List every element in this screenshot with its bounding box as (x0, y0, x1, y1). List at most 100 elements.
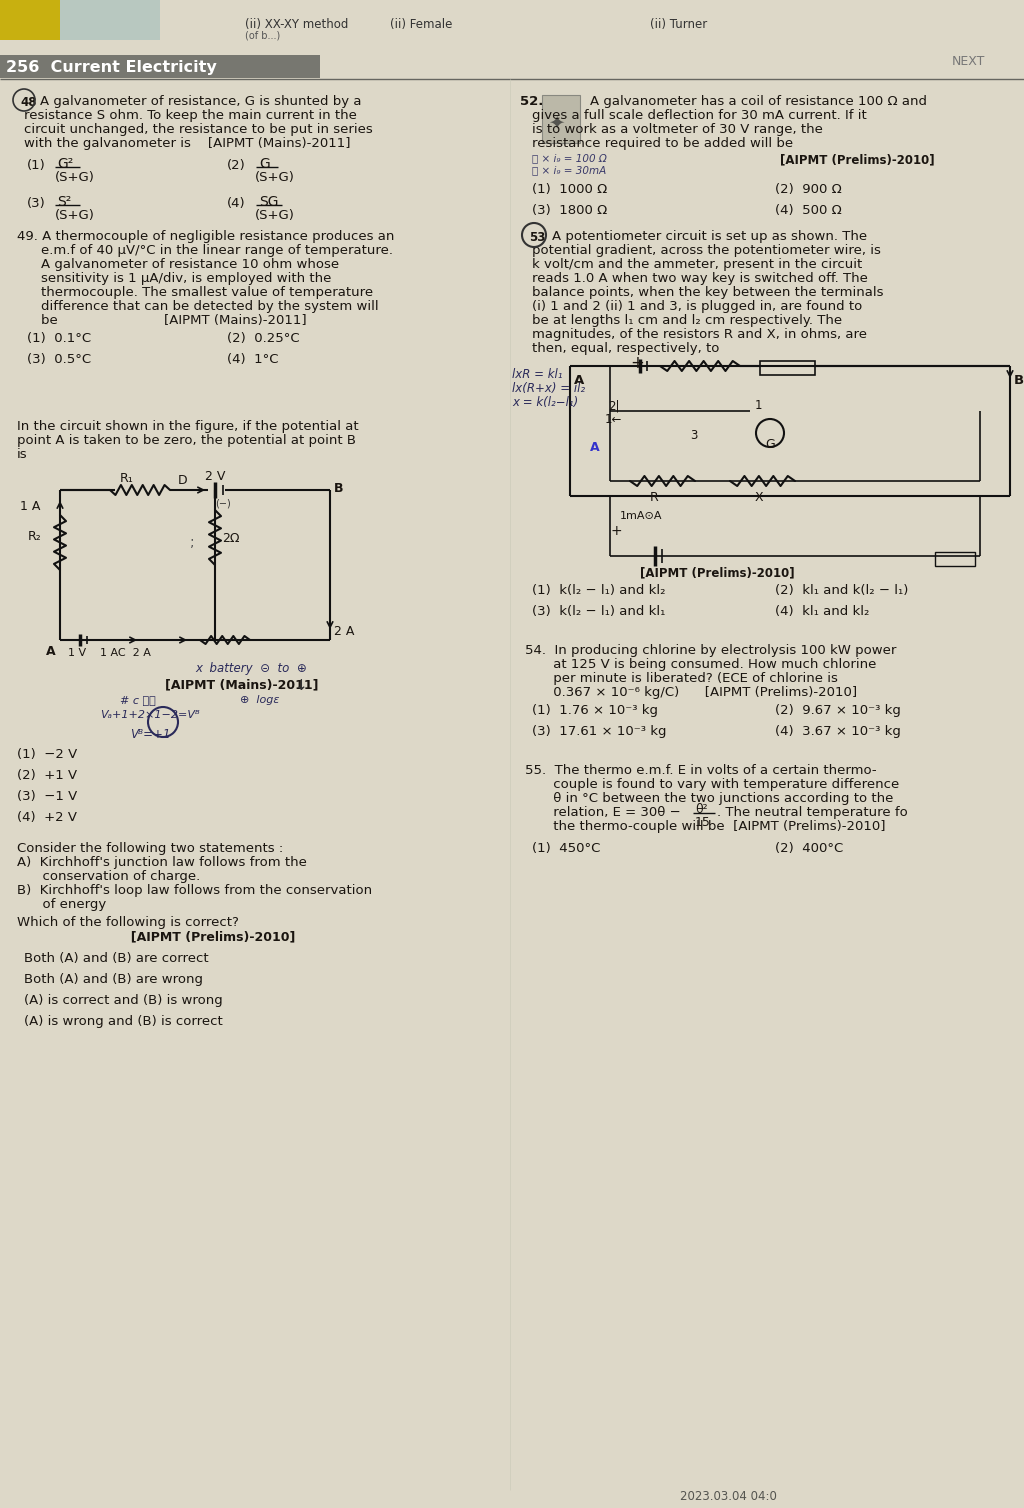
Text: 1 AC  2 A: 1 AC 2 A (100, 648, 151, 657)
Text: 52.: 52. (520, 95, 544, 109)
Text: 48: 48 (20, 97, 37, 109)
Text: (2)  kl₁ and k(l₂ − l₁): (2) kl₁ and k(l₂ − l₁) (775, 584, 908, 597)
Text: X: X (755, 492, 764, 504)
Text: balance points, when the key between the terminals: balance points, when the key between the… (532, 287, 884, 299)
Text: (A) is correct and (B) is wrong: (A) is correct and (B) is wrong (24, 994, 223, 1007)
Text: 15: 15 (695, 816, 711, 829)
Text: with the galvanometer is    [AIPMT (Mains)-2011]: with the galvanometer is [AIPMT (Mains)-… (24, 137, 350, 149)
Bar (0, 0, 60, 41)
Text: 1←: 1← (605, 413, 623, 425)
Text: B)  Kirchhoff's loop law follows from the conservation: B) Kirchhoff's loop law follows from the… (17, 884, 372, 897)
Text: 2 V: 2 V (205, 470, 225, 483)
Text: (of b...): (of b...) (245, 30, 281, 41)
Text: (S+G): (S+G) (55, 210, 95, 222)
Text: ↓: ↓ (295, 679, 308, 694)
Text: (4)  1°C: (4) 1°C (227, 353, 279, 366)
Text: (3)  17.61 × 10⁻³ kg: (3) 17.61 × 10⁻³ kg (532, 725, 667, 737)
Text: difference that can be detected by the system will: difference that can be detected by the s… (24, 300, 379, 314)
Text: the thermo-couple will be  [AIPMT (Prelims)-2010]: the thermo-couple will be [AIPMT (Prelim… (532, 820, 886, 832)
Text: A: A (590, 440, 600, 454)
Text: [AIPMT (Prelims)-2010]: [AIPMT (Prelims)-2010] (780, 152, 935, 166)
Text: (A) is wrong and (B) is correct: (A) is wrong and (B) is correct (24, 1015, 223, 1028)
Text: (−): (−) (215, 498, 230, 508)
Text: point A is taken to be zero, the potential at point B: point A is taken to be zero, the potenti… (17, 434, 356, 446)
Text: per minute is liberated? (ECE of chlorine is: per minute is liberated? (ECE of chlorin… (532, 673, 838, 685)
Text: then, equal, respectively, to: then, equal, respectively, to (532, 342, 720, 354)
Text: (S+G): (S+G) (55, 170, 95, 184)
Text: [AIPMT (Mains)-2011]: [AIPMT (Mains)-2011] (165, 679, 318, 691)
Text: reads 1.0 A when two way key is switched off. The: reads 1.0 A when two way key is switched… (532, 271, 868, 285)
Text: (3): (3) (27, 198, 46, 210)
Text: (4)  3.67 × 10⁻³ kg: (4) 3.67 × 10⁻³ kg (775, 725, 901, 737)
Bar (542, 95, 580, 143)
Text: k volt/cm and the ammeter, present in the circuit: k volt/cm and the ammeter, present in th… (532, 258, 862, 271)
Text: S²: S² (57, 195, 72, 210)
Text: +: + (610, 523, 622, 538)
Text: magnitudes, of the resistors R and X, in ohms, are: magnitudes, of the resistors R and X, in… (532, 329, 867, 341)
Text: is: is (17, 448, 28, 461)
Text: (ii) Female: (ii) Female (390, 18, 453, 32)
Text: circuit unchanged, the resistance to be put in series: circuit unchanged, the resistance to be … (24, 124, 373, 136)
Text: (4)  500 Ω: (4) 500 Ω (775, 204, 842, 217)
Text: Consider the following two statements :: Consider the following two statements : (17, 841, 284, 855)
Text: θ in °C between the two junctions according to the: θ in °C between the two junctions accord… (532, 792, 893, 805)
Text: (3)  1800 Ω: (3) 1800 Ω (532, 204, 607, 217)
Text: (3)  0.5°C: (3) 0.5°C (27, 353, 91, 366)
Text: (2): (2) (227, 158, 246, 172)
Text: (1)  450°C: (1) 450°C (532, 841, 600, 855)
Text: of energy: of energy (17, 897, 106, 911)
Text: 0.367 × 10⁻⁶ kg/C)      [AIPMT (Prelims)-2010]: 0.367 × 10⁻⁶ kg/C) [AIPMT (Prelims)-2010… (532, 686, 857, 700)
Text: 55.  The thermo e.m.f. E in volts of a certain thermo-: 55. The thermo e.m.f. E in volts of a ce… (525, 765, 877, 777)
Text: gives a full scale deflection for 30 mA current. If it: gives a full scale deflection for 30 mA … (532, 109, 866, 122)
Text: (1): (1) (27, 158, 46, 172)
Text: 3: 3 (690, 428, 697, 442)
Text: be                         [AIPMT (Mains)-2011]: be [AIPMT (Mains)-2011] (24, 314, 306, 327)
Text: R: R (650, 492, 658, 504)
Text: 49. A thermocouple of negligible resistance produces an: 49. A thermocouple of negligible resista… (17, 231, 394, 243)
Text: A potentiometer circuit is set up as shown. The: A potentiometer circuit is set up as sho… (552, 231, 867, 243)
Text: R₂: R₂ (28, 529, 42, 543)
Text: ;: ; (190, 535, 195, 549)
Text: ⓪ × i₉ = 100 Ω: ⓪ × i₉ = 100 Ω (532, 152, 607, 163)
Text: (2)  +1 V: (2) +1 V (17, 769, 77, 783)
Text: Vᴮ=+1: Vᴮ=+1 (130, 728, 170, 740)
Text: [AIPMT (Prelims)-2010]: [AIPMT (Prelims)-2010] (17, 930, 295, 942)
Text: G: G (765, 437, 775, 451)
Text: at 125 V is being consumed. How much chlorine: at 125 V is being consumed. How much chl… (532, 657, 877, 671)
Text: R₁: R₁ (120, 472, 134, 486)
Text: (2)  9.67 × 10⁻³ kg: (2) 9.67 × 10⁻³ kg (775, 704, 901, 716)
Text: sensitivity is 1 μA/div, is employed with the: sensitivity is 1 μA/div, is employed wit… (24, 271, 332, 285)
Text: B: B (334, 483, 343, 495)
Text: 2Ω: 2Ω (222, 532, 240, 544)
Text: A: A (574, 374, 585, 388)
Text: relation, E = 30θ −: relation, E = 30θ − (532, 805, 681, 819)
Text: be at lengths l₁ cm and l₂ cm respectively. The: be at lengths l₁ cm and l₂ cm respective… (532, 314, 842, 327)
Text: 256  Current Electricity: 256 Current Electricity (6, 60, 217, 75)
Text: (4)  kl₁ and kl₂: (4) kl₁ and kl₂ (775, 605, 869, 618)
Text: A galvanometer of resistance, G is shunted by a: A galvanometer of resistance, G is shunt… (40, 95, 361, 109)
Text: 2|: 2| (608, 400, 620, 412)
Text: (S+G): (S+G) (255, 170, 295, 184)
Bar (60, 0, 160, 41)
Text: D: D (178, 474, 187, 487)
Bar (0, 54, 319, 78)
Text: (2)  900 Ω: (2) 900 Ω (775, 182, 842, 196)
Text: (i) 1 and 2 (ii) 1 and 3, is plugged in, are found to: (i) 1 and 2 (ii) 1 and 3, is plugged in,… (532, 300, 862, 314)
Text: (1)  k(l₂ − l₁) and kl₂: (1) k(l₂ − l₁) and kl₂ (532, 584, 666, 597)
Text: (1)  0.1°C: (1) 0.1°C (27, 332, 91, 345)
Bar (760, 360, 815, 375)
Text: resistance required to be added will be: resistance required to be added will be (532, 137, 794, 149)
Text: G: G (259, 157, 269, 170)
Text: A)  Kirchhoff's junction law follows from the: A) Kirchhoff's junction law follows from… (17, 857, 307, 869)
Text: (S+G): (S+G) (255, 210, 295, 222)
Text: (ii) XX-XY method: (ii) XX-XY method (245, 18, 348, 32)
Text: +: + (630, 354, 644, 372)
Text: Both (A) and (B) are wrong: Both (A) and (B) are wrong (24, 973, 203, 986)
Text: potential gradient, across the potentiometer wire, is: potential gradient, across the potentiom… (532, 244, 881, 256)
Text: (4)  +2 V: (4) +2 V (17, 811, 77, 823)
Text: (3)  k(l₂ − l₁) and kl₁: (3) k(l₂ − l₁) and kl₁ (532, 605, 666, 618)
Text: B: B (1014, 374, 1024, 388)
Text: NEXT: NEXT (951, 54, 985, 68)
Text: (2)  400°C: (2) 400°C (775, 841, 843, 855)
Text: A galvanometer of resistance 10 ohm whose: A galvanometer of resistance 10 ohm whos… (24, 258, 339, 271)
